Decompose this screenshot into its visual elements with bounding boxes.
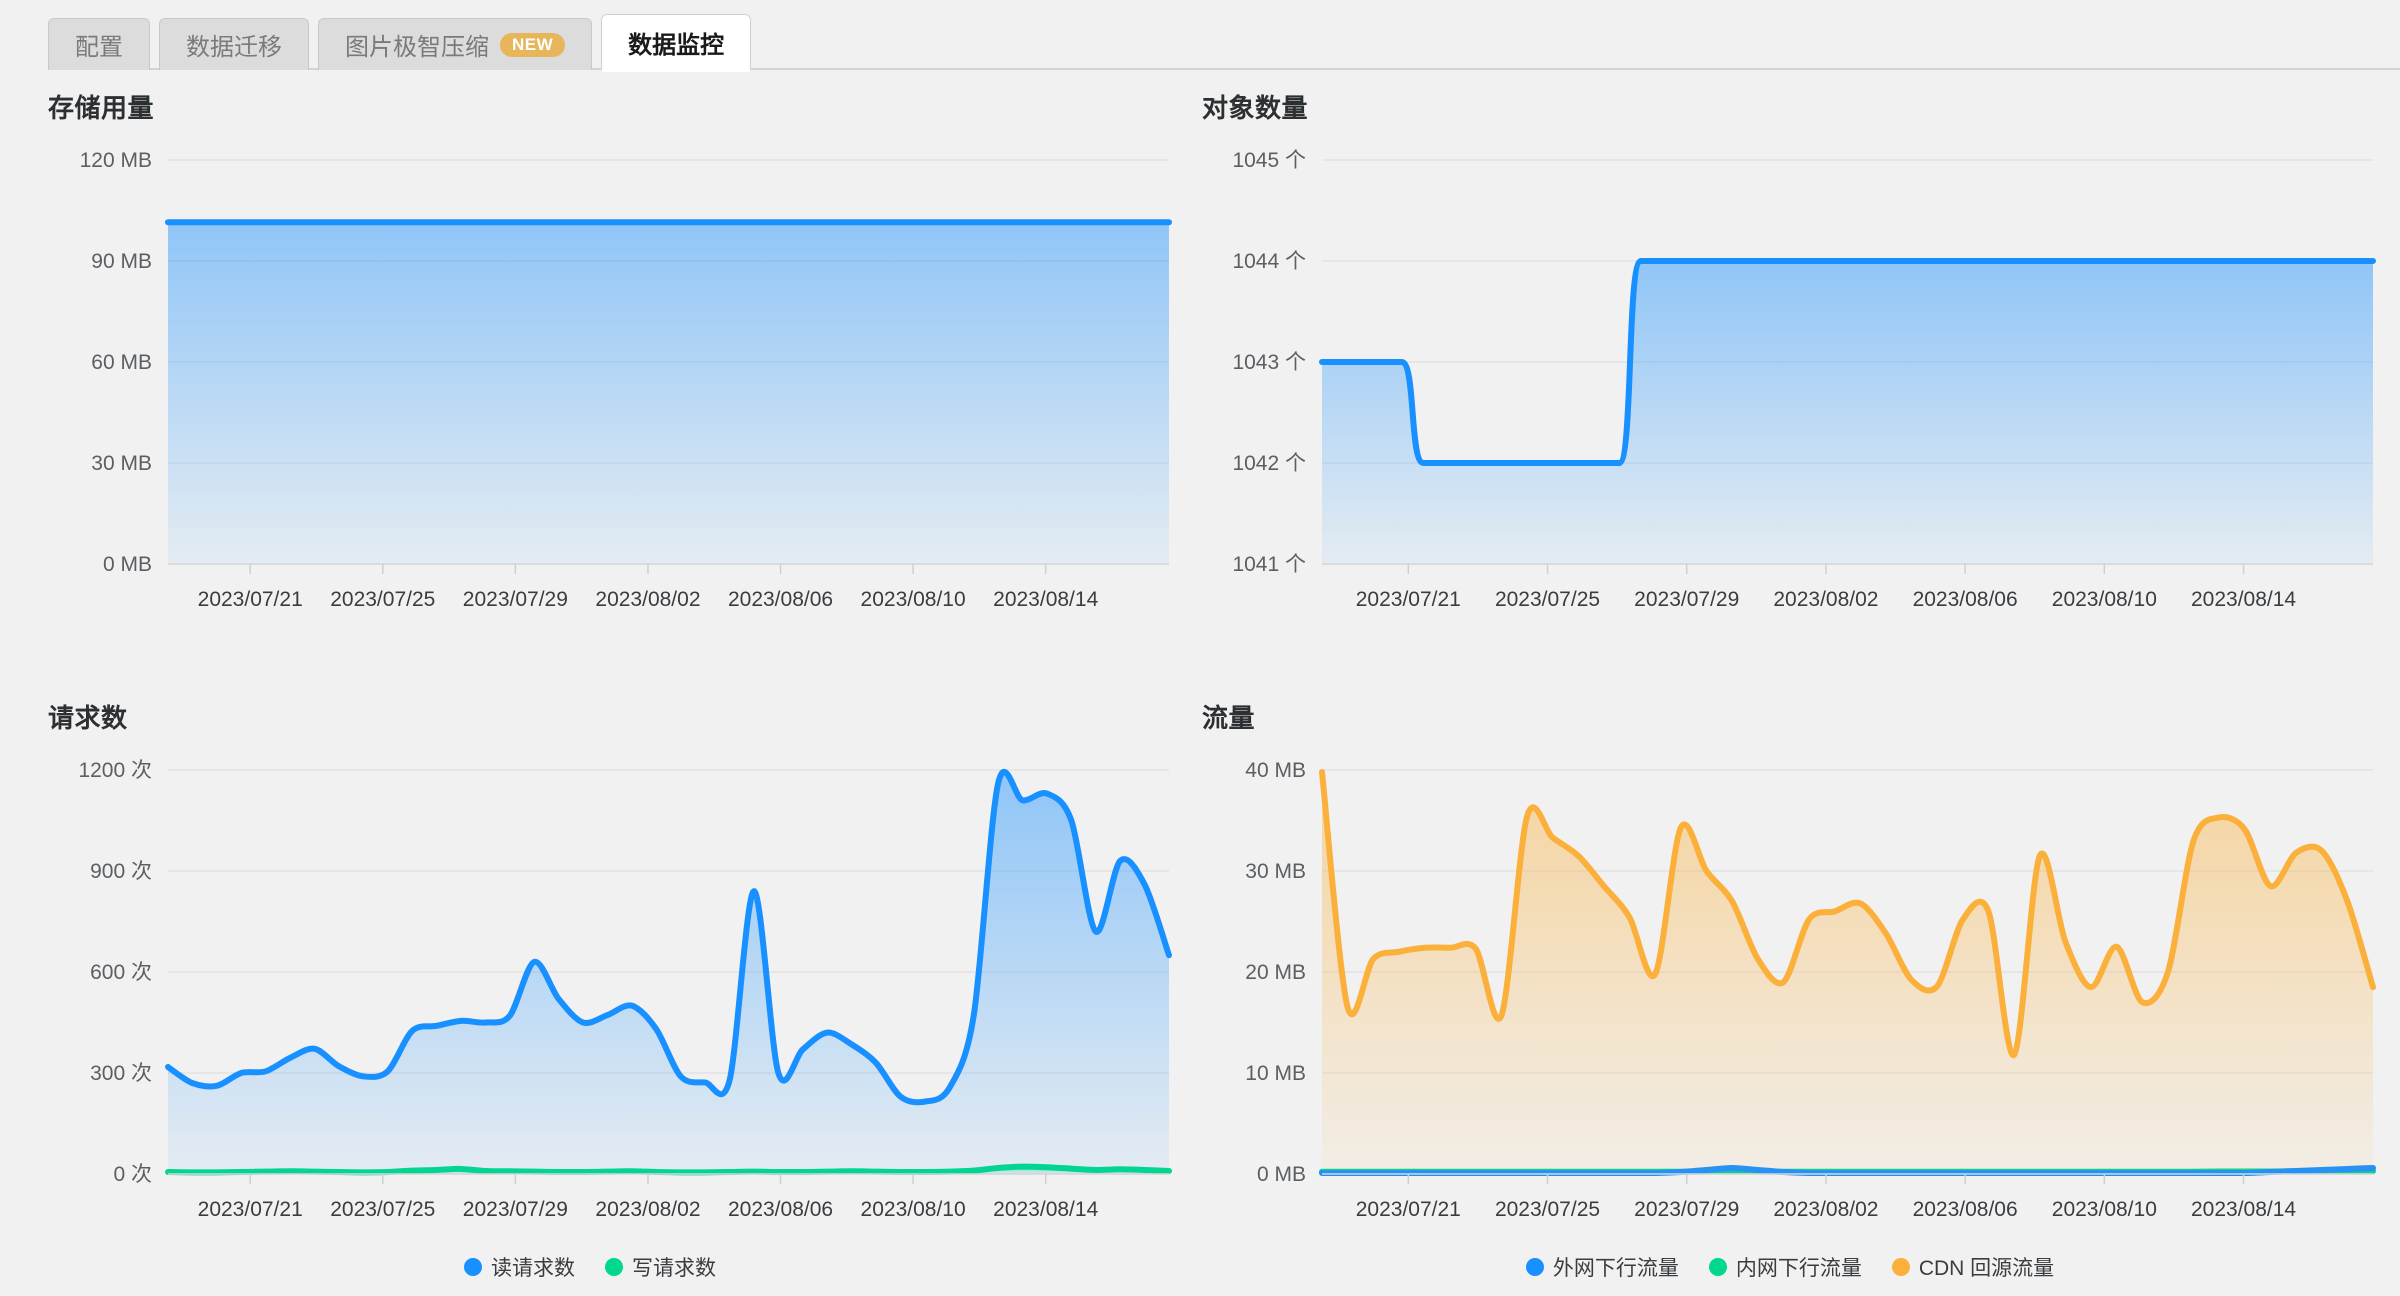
series-line — [1319, 258, 2376, 466]
series-area — [1322, 261, 2373, 564]
y-axis-tick-label: 300 次 — [90, 1062, 152, 1085]
y-axis-tick-label: 20 MB — [1245, 961, 1306, 984]
plot-traffic[interactable]: 0 MB 10 MB 20 MB 30 MB 40 MB 2023/07/21 2023/0… — [1202, 752, 2377, 1252]
legend-color-dot — [1891, 1258, 1910, 1276]
tab-label: 数据迁移 — [186, 34, 282, 61]
y-axis-tick-label: 1043 个 — [1232, 351, 1306, 374]
x-axis-tick-label: 2023/07/25 — [1495, 588, 1600, 611]
y-axis-tick-label: 40 MB — [1245, 759, 1306, 782]
chart-title-traffic: 流量 — [1202, 703, 1256, 733]
legend-color-dot — [1525, 1258, 1544, 1276]
x-axis-tick-label: 2023/08/02 — [1773, 588, 1878, 611]
new-badge: NEW — [500, 32, 566, 57]
y-axis-tick-label: 900 次 — [90, 860, 152, 883]
x-axis-tick-label: 2023/08/10 — [861, 1198, 966, 1221]
series-area — [168, 222, 1169, 564]
tab-label: 数据监控 — [628, 32, 725, 59]
y-axis-tick-label: 30 MB — [91, 452, 152, 475]
x-axis-tick-label: 2023/07/25 — [330, 1198, 435, 1221]
legend-request-count: 读请求数 写请求数 — [0, 1252, 1180, 1282]
x-axis-tick-label: 2023/08/06 — [1913, 1198, 2018, 1221]
y-axis-tick-label: 0 MB — [1257, 1163, 1306, 1186]
y-axis-tick-label: 120 MB — [80, 149, 152, 172]
x-axis-tick-label: 2023/08/10 — [861, 588, 966, 611]
x-axis-tick-label: 2023/07/21 — [1356, 1198, 1461, 1221]
legend-color-dot — [605, 1258, 623, 1276]
y-axis-tick-label: 1042 个 — [1232, 452, 1306, 475]
legend-item[interactable]: 内网下行流量 — [1708, 1252, 1862, 1282]
tab-0[interactable]: 配置 — [48, 18, 150, 70]
y-axis-tick-label: 1041 个 — [1232, 553, 1306, 576]
legend-item[interactable]: 写请求数 — [605, 1252, 716, 1282]
chart-title-object-count: 对象数量 — [1202, 93, 1309, 123]
legend-color-dot — [1708, 1258, 1727, 1276]
legend-label: 内网下行流量 — [1735, 1257, 1862, 1280]
y-axis-tick-label: 600 次 — [90, 961, 152, 984]
y-axis-tick-label: 1045 个 — [1232, 149, 1306, 172]
y-axis-tick-label: 1200 次 — [78, 759, 152, 782]
legend-label: CDN 回源流量 — [1918, 1257, 2055, 1280]
series-line — [165, 769, 1172, 1106]
series-area — [1322, 772, 2373, 1174]
x-axis-tick-label: 2023/08/06 — [728, 588, 833, 611]
series-area — [168, 771, 1169, 1174]
x-axis-tick-label: 2023/08/14 — [2191, 1198, 2296, 1221]
legend-traffic: 外网下行流量 内网下行流量 CDN 回源流量 — [1180, 1252, 2400, 1282]
x-axis-tick-label: 2023/08/10 — [2052, 1198, 2157, 1221]
x-axis-tick-label: 2023/08/06 — [1913, 588, 2018, 611]
y-axis-tick-label: 30 MB — [1245, 860, 1306, 883]
legend-label: 外网下行流量 — [1552, 1257, 1679, 1280]
x-axis-tick-label: 2023/07/21 — [1356, 588, 1461, 611]
chart-card-request-count: 请求数 0 次 300 次 600 次 900 次 1200 次 2023/07/21 20… — [0, 680, 1180, 1296]
legend-color-dot — [464, 1258, 482, 1276]
x-axis-tick-label: 2023/08/06 — [728, 1198, 833, 1221]
y-axis-tick-label: 10 MB — [1245, 1062, 1306, 1085]
chart-card-storage-usage: 存储用量 0 MB 30 MB 60 MB 90 MB 120 MB 2023/07/21… — [0, 70, 1180, 680]
y-axis-tick-label: 0 MB — [103, 553, 152, 576]
x-axis-tick-label: 2023/07/21 — [198, 1198, 303, 1221]
chart-title-storage-usage: 存储用量 — [48, 93, 155, 123]
tab-2[interactable]: 图片极智压缩 NEW — [318, 18, 593, 70]
y-axis-tick-label: 1044 个 — [1232, 250, 1306, 273]
tab-bar: 配置 数据迁移 图片极智压缩 NEW 数据监控 — [0, 0, 2400, 72]
plot-storage-usage[interactable]: 0 MB 30 MB 60 MB 90 MB 120 MB 2023/07/21 2023/… — [48, 142, 1173, 642]
x-axis-tick-label: 2023/07/29 — [1634, 588, 1739, 611]
x-axis-tick-label: 2023/07/25 — [1495, 1198, 1600, 1221]
tab-label: 配置 — [75, 34, 123, 61]
chart-card-traffic: 流量 0 MB 10 MB 20 MB 30 MB 40 MB 2023/07/21 202… — [1180, 680, 2400, 1296]
series-line — [1319, 769, 2376, 1058]
x-axis-tick-label: 2023/07/29 — [463, 588, 568, 611]
x-axis-tick-label: 2023/07/29 — [1634, 1198, 1739, 1221]
x-axis-tick-label: 2023/07/21 — [198, 588, 303, 611]
plot-object-count[interactable]: 1041 个 1042 个 1043 个 1044 个 1045 个 2023/07/21… — [1202, 142, 2377, 642]
y-axis-tick-label: 0 次 — [113, 1163, 152, 1186]
tab-3[interactable]: 数据监控 — [601, 14, 752, 72]
chart-title-request-count: 请求数 — [48, 703, 128, 733]
plot-request-count[interactable]: 0 次 300 次 600 次 900 次 1200 次 2023/07/21 2023/0… — [48, 752, 1173, 1252]
charts-grid: 存储用量 0 MB 30 MB 60 MB 90 MB 120 MB 2023/07/21… — [0, 70, 2400, 1296]
x-axis-tick-label: 2023/08/14 — [993, 588, 1098, 611]
x-axis-tick-label: 2023/08/14 — [993, 1198, 1098, 1221]
x-axis-tick-label: 2023/08/02 — [1773, 1198, 1878, 1221]
x-axis-tick-label: 2023/07/25 — [330, 588, 435, 611]
x-axis-tick-label: 2023/08/14 — [2191, 588, 2296, 611]
chart-card-object-count: 对象数量 1041 个 1042 个 1043 个 1044 个 1045 个 2023/… — [1180, 70, 2400, 680]
x-axis-tick-label: 2023/08/02 — [595, 588, 700, 611]
legend-item[interactable]: 读请求数 — [464, 1252, 575, 1282]
x-axis-tick-label: 2023/08/10 — [2052, 588, 2157, 611]
x-axis-tick-label: 2023/08/02 — [595, 1198, 700, 1221]
tab-1[interactable]: 数据迁移 — [159, 18, 309, 70]
y-axis-tick-label: 60 MB — [91, 351, 152, 374]
y-axis-tick-label: 90 MB — [91, 250, 152, 273]
tab-label: 图片极智压缩 — [345, 34, 489, 61]
legend-item[interactable]: 外网下行流量 — [1525, 1252, 1679, 1282]
legend-label: 写请求数 — [632, 1257, 716, 1280]
legend-item[interactable]: CDN 回源流量 — [1891, 1252, 2055, 1282]
x-axis-tick-label: 2023/07/29 — [463, 1198, 568, 1221]
legend-label: 读请求数 — [491, 1257, 575, 1280]
